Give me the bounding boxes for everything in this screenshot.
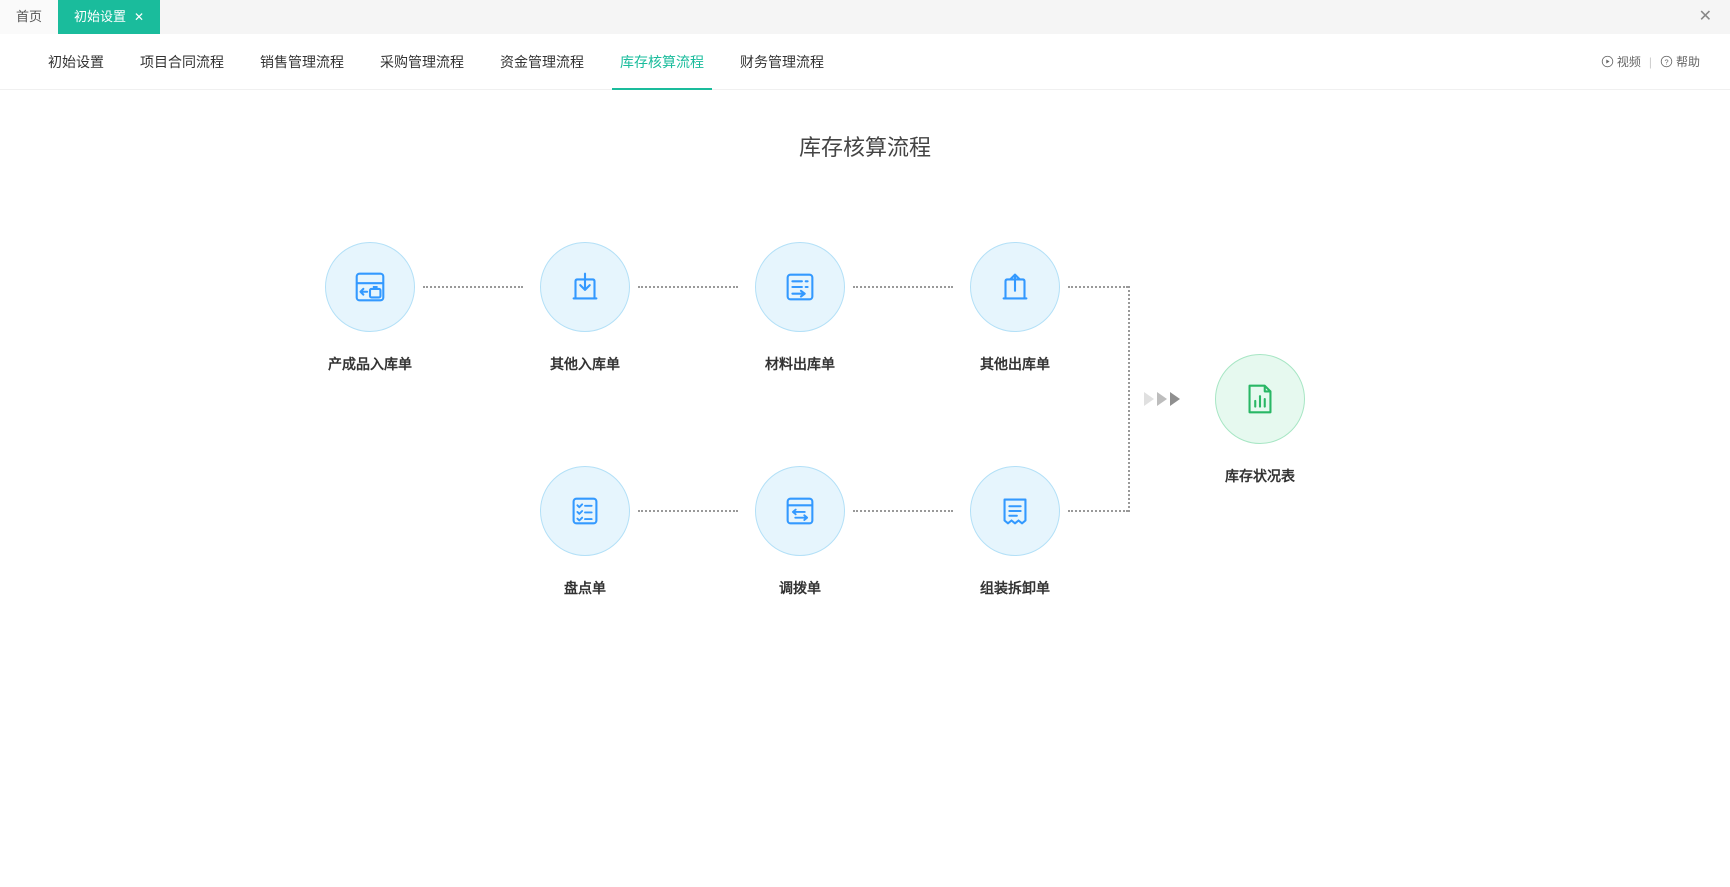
subnav-item-finance[interactable]: 财务管理流程 xyxy=(722,34,842,90)
tab-label: 初始设置 xyxy=(74,0,126,34)
outbound-other-icon xyxy=(996,268,1034,306)
node-circle[interactable] xyxy=(1215,354,1305,444)
help-link[interactable]: ? 帮助 xyxy=(1660,53,1700,70)
tab-home[interactable]: 首页 xyxy=(0,0,58,34)
inbound-product-icon xyxy=(351,268,389,306)
page-title: 库存核算流程 xyxy=(0,130,1730,162)
connector xyxy=(638,286,738,288)
assembly-icon xyxy=(996,492,1034,530)
sub-nav-right: 视频 | ? 帮助 xyxy=(1601,53,1700,70)
node-assembly: 组装拆卸单 xyxy=(950,466,1080,598)
node-label: 其他出库单 xyxy=(980,354,1050,374)
help-label: 帮助 xyxy=(1676,53,1700,70)
node-circle[interactable] xyxy=(755,466,845,556)
subnav-item-initial[interactable]: 初始设置 xyxy=(30,34,122,90)
play-circle-icon xyxy=(1601,55,1614,68)
node-report: 库存状况表 xyxy=(1195,354,1325,486)
connector xyxy=(853,286,953,288)
node-inbound-product: 产成品入库单 xyxy=(305,242,435,374)
subnav-item-fund[interactable]: 资金管理流程 xyxy=(482,34,602,90)
connector xyxy=(1068,286,1128,288)
connector xyxy=(638,510,738,512)
node-inbound-other: 其他入库单 xyxy=(520,242,650,374)
node-label: 材料出库单 xyxy=(765,354,835,374)
connector xyxy=(423,286,523,288)
video-label: 视频 xyxy=(1617,53,1641,70)
node-circle[interactable] xyxy=(970,466,1060,556)
checklist-icon xyxy=(566,492,604,530)
transfer-icon xyxy=(781,492,819,530)
close-all-icon[interactable]: ✕ xyxy=(1693,0,1718,34)
tab-initial-settings[interactable]: 初始设置 ✕ xyxy=(58,0,160,34)
node-label: 盘点单 xyxy=(564,578,606,598)
subnav-item-sales[interactable]: 销售管理流程 xyxy=(242,34,362,90)
node-label: 组装拆卸单 xyxy=(980,578,1050,598)
flow-diagram: 产成品入库单 其他入库单 xyxy=(265,242,1465,742)
node-circle[interactable] xyxy=(325,242,415,332)
node-outbound-material: 材料出库单 xyxy=(735,242,865,374)
node-circle[interactable] xyxy=(540,466,630,556)
sub-nav-bar: 初始设置 项目合同流程 销售管理流程 采购管理流程 资金管理流程 库存核算流程 … xyxy=(0,34,1730,90)
node-circle[interactable] xyxy=(755,242,845,332)
subnav-item-purchase[interactable]: 采购管理流程 xyxy=(362,34,482,90)
node-circle[interactable] xyxy=(540,242,630,332)
content-area: 库存核算流程 产成品入库单 xyxy=(0,90,1730,742)
report-icon xyxy=(1241,380,1279,418)
video-link[interactable]: 视频 xyxy=(1601,53,1641,70)
node-transfer: 调拨单 xyxy=(735,466,865,598)
node-label: 库存状况表 xyxy=(1225,466,1295,486)
divider: | xyxy=(1649,55,1652,69)
node-circle[interactable] xyxy=(970,242,1060,332)
help-circle-icon: ? xyxy=(1660,55,1673,68)
node-label: 其他入库单 xyxy=(550,354,620,374)
connector xyxy=(1128,286,1130,512)
outbound-material-icon xyxy=(781,268,819,306)
svg-text:?: ? xyxy=(1664,57,1668,66)
node-checklist: 盘点单 xyxy=(520,466,650,598)
connector xyxy=(853,510,953,512)
subnav-item-project[interactable]: 项目合同流程 xyxy=(122,34,242,90)
connector xyxy=(1068,510,1128,512)
subnav-item-inventory[interactable]: 库存核算流程 xyxy=(602,34,722,90)
arrow-to-report xyxy=(1144,392,1180,406)
inbound-other-icon xyxy=(566,268,604,306)
node-label: 调拨单 xyxy=(779,578,821,598)
close-icon[interactable]: ✕ xyxy=(134,0,144,34)
node-label: 产成品入库单 xyxy=(328,354,412,374)
top-tabs-bar: 首页 初始设置 ✕ ✕ xyxy=(0,0,1730,34)
node-outbound-other: 其他出库单 xyxy=(950,242,1080,374)
